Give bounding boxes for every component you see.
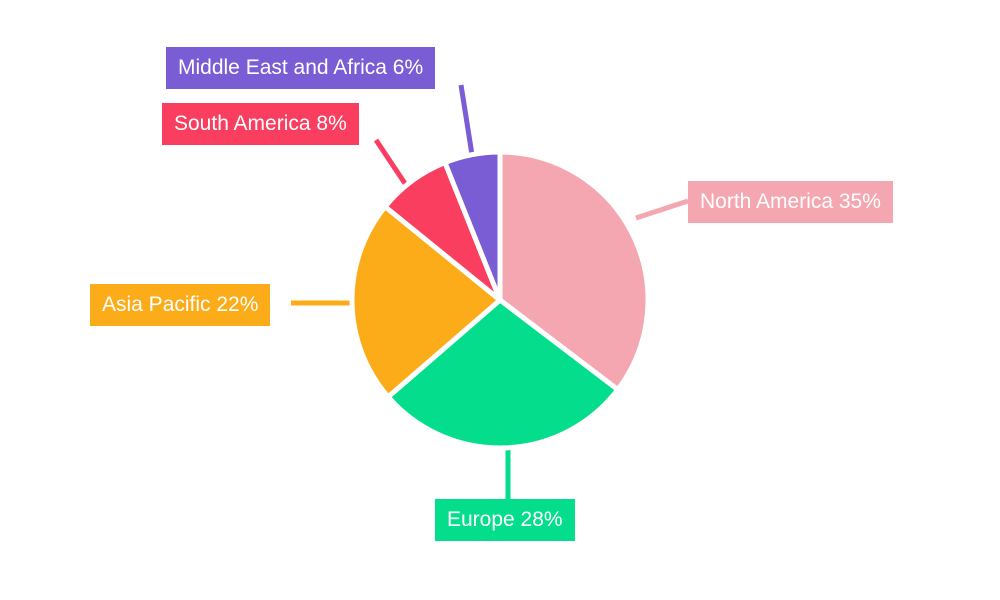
pie-slice-europe[interactable] [385, 297, 621, 451]
pie-slice-middle-east-africa[interactable] [442, 149, 503, 303]
pie-slice-asia-pacific[interactable] [349, 204, 503, 400]
pie-label-south-america[interactable]: South America 8% [162, 103, 359, 145]
pie-label-north-america[interactable]: North America 35% [688, 181, 893, 223]
pie-label-middle-east-africa[interactable]: Middle East and Africa 6% [166, 47, 436, 89]
pie-label-asia-pacific[interactable]: Asia Pacific 22% [90, 284, 271, 326]
pie-slices [349, 149, 651, 451]
pie-label-europe[interactable]: Europe 28% [435, 499, 575, 541]
leader-line-north-america [635, 198, 689, 221]
pie-slice-north-america[interactable] [497, 149, 651, 393]
